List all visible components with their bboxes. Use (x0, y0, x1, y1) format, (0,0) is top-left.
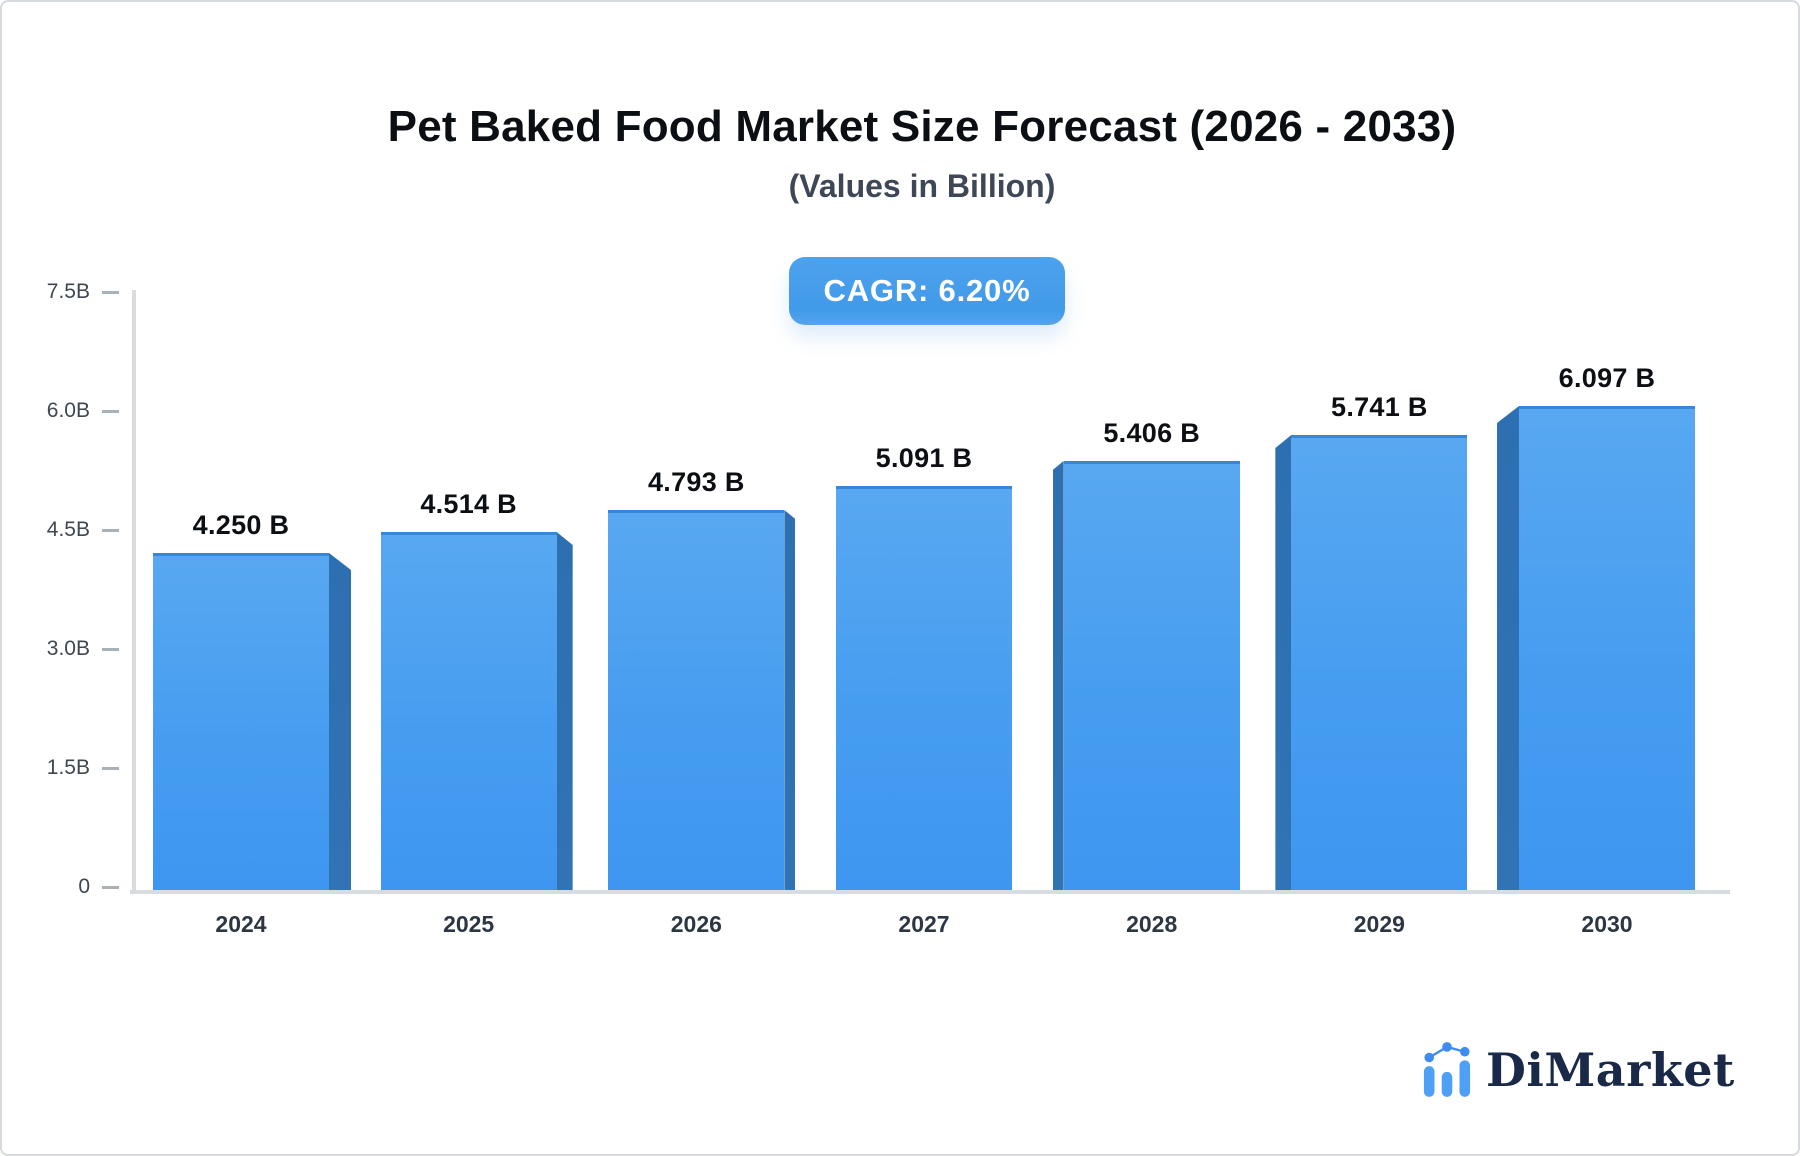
bar-value-label: 5.091 B (875, 443, 973, 473)
y-axis-tick-dash (102, 291, 119, 295)
bar-2026 (608, 510, 785, 890)
chart-subtitle: (Values in Billion) (788, 168, 1056, 204)
bar-2028 (1063, 461, 1240, 890)
bar-2024 (153, 553, 329, 890)
bar-value-label: 6.097 B (1558, 363, 1656, 393)
bar-value-label: 4.250 B (192, 510, 290, 540)
bar-2027 (836, 486, 1012, 890)
x-axis-label: 2026 (670, 911, 722, 937)
x-axis-label: 2027 (898, 911, 950, 937)
y-axis-tick-label: 4.5B (46, 518, 90, 541)
bar-value-label: 5.741 B (1331, 392, 1428, 422)
y-axis-tick-dash (102, 648, 119, 651)
brand-logo-text: DiMarket (1486, 1043, 1735, 1097)
x-axis-line (130, 890, 1730, 894)
x-axis-label: 2025 (443, 911, 495, 937)
y-axis-tick-label: 1.5B (46, 756, 90, 779)
x-axis-label: 2028 (1126, 911, 1178, 937)
x-axis-label: 2029 (1353, 911, 1405, 937)
bar-side-face (784, 510, 796, 890)
bar-2025 (380, 532, 557, 890)
bar-side-face (1052, 461, 1064, 890)
y-axis-tick-label: 0 (78, 875, 90, 898)
bar-value-label: 5.406 B (1103, 418, 1200, 448)
y-axis-tick-label: 7.5B (46, 280, 90, 304)
bar-value-label: 4.514 B (420, 489, 517, 519)
bar-side-face (1497, 406, 1520, 890)
x-axis-label: 2024 (215, 911, 267, 937)
bar-chart-trend-icon (1423, 1042, 1471, 1097)
y-axis-tick-dash (102, 410, 119, 414)
y-axis-tick-dash (102, 529, 119, 532)
page-title: Pet Baked Food Market Size Forecast (202… (387, 102, 1457, 151)
y-axis-tick-label: 3.0B (46, 637, 90, 660)
bar-side-face (329, 553, 351, 890)
bar-side-face (556, 532, 573, 890)
y-axis-tick-dash (102, 767, 119, 770)
y-axis-tick-dash (102, 886, 119, 889)
brand-logo: DiMarket (1422, 1040, 1735, 1100)
bar-side-face (1275, 435, 1292, 890)
bar-2029 (1291, 435, 1468, 890)
y-axis-line (132, 290, 136, 894)
cagr-badge: CAGR: 6.20% (789, 257, 1065, 325)
x-axis-label: 2030 (1581, 911, 1633, 937)
cagr-badge-label: CAGR: 6.20% (823, 273, 1031, 308)
bar-value-label: 4.793 B (647, 467, 745, 497)
y-axis-tick-label: 6.0B (46, 399, 90, 423)
bar-2030 (1519, 406, 1696, 890)
